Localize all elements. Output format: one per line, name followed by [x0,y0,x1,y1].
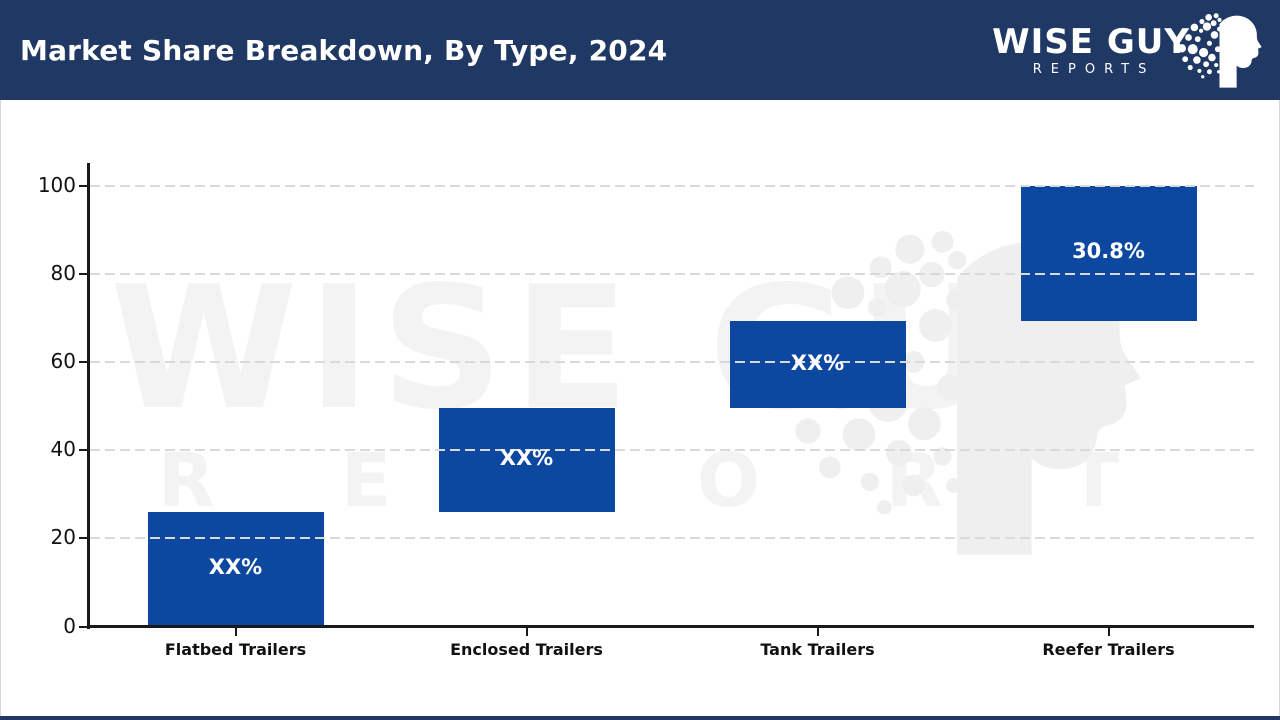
bar-label-flatbed-trailers: XX% [208,555,263,580]
y-tick-0 [79,625,87,628]
y-tick-100 [79,184,87,187]
x-tick-label-tank-trailers: Tank Trailers [760,639,875,659]
y-tick-label-40: 40 [50,437,76,462]
bar-label-tank-trailers: XX% [790,350,845,375]
x-tick-label-enclosed-trailers: Enclosed Trailers [450,639,603,659]
y-tick-40 [79,449,87,452]
gridline-100 [90,184,1254,187]
x-tick-label-flatbed-trailers: Flatbed Trailers [164,639,307,659]
bar-flatbed-trailers [147,512,324,627]
chart-title: Market Share Breakdown, By Type, 2024 [20,33,668,67]
gridline-40 [90,449,1254,452]
y-tick-20 [79,537,87,540]
x-tick-label-reefer-trailers: Reefer Trailers [1042,639,1175,659]
gridline-80 [90,272,1254,275]
brand-logo: WISE GUY REPORTS [992,12,1268,88]
y-tick-60 [79,360,87,363]
x-tick-tank-trailers [816,628,819,636]
y-axis-line [87,163,90,629]
logo-wordmark: WISE GUY [992,21,1190,62]
y-tick-label-0: 0 [63,613,76,638]
bar-reefer-trailers [1020,185,1197,322]
x-tick-enclosed-trailers [525,628,528,636]
logo-text: WISE GUY REPORTS [992,25,1190,76]
y-tick-80 [79,272,87,275]
gridline-60 [90,360,1254,363]
bar-enclosed-trailers [438,407,615,513]
x-tick-reefer-trailers [1107,628,1110,636]
logo-subtext: REPORTS [1032,61,1156,77]
x-tick-flatbed-trailers [234,628,237,636]
bar-label-reefer-trailers: 30.8% [1072,239,1145,264]
y-tick-label-100: 100 [37,172,76,197]
y-tick-label-80: 80 [50,260,76,285]
page-left-border [0,100,1,720]
bar-label-enclosed-trailers: XX% [499,446,554,471]
y-tick-label-20: 20 [50,525,76,550]
footer-bar [0,716,1280,720]
gridline-20 [90,537,1254,540]
header: Market Share Breakdown, By Type, 2024 WI… [0,0,1280,100]
y-tick-label-60: 60 [50,348,76,373]
bar-tank-trailers [729,321,906,408]
x-axis-line [87,625,1254,628]
